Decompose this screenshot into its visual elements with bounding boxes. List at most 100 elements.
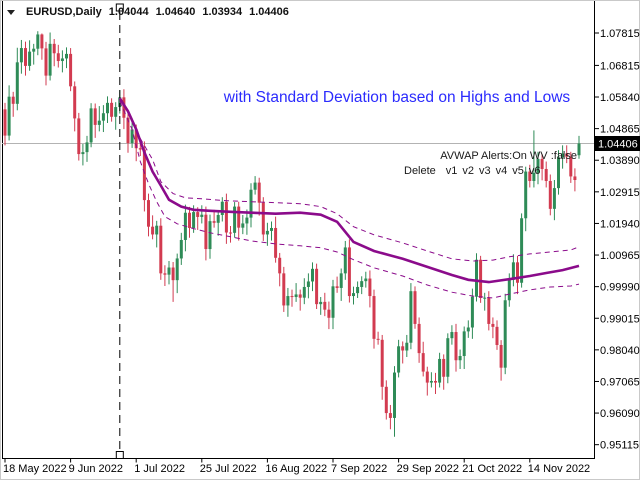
candle-bearish: [138, 148, 142, 150]
avwap-version-button[interactable]: v4: [495, 165, 508, 177]
price-tick-label: 0.99990: [600, 282, 640, 294]
close-value: 1.04406: [249, 6, 289, 18]
candle-bullish: [81, 152, 85, 155]
avwap-button-row: Delete v1 v2 v3 v4 v5 v6: [404, 165, 541, 177]
chart-dropdown-arrow-icon[interactable]: [7, 9, 15, 15]
candle-bullish: [450, 332, 454, 339]
candle-bullish: [507, 279, 511, 301]
current-price-box: [595, 136, 640, 152]
candle-bullish: [32, 48, 36, 52]
candle-bullish: [319, 301, 323, 305]
anchor-handle-top[interactable]: [115, 3, 124, 12]
candle-bearish: [372, 296, 376, 339]
candle-bullish: [220, 201, 224, 216]
candle-bullish: [462, 331, 466, 357]
candle-bearish: [278, 257, 282, 274]
date-tick-label: 21 Oct 2022: [462, 463, 522, 475]
price-tick-label: 0.96090: [600, 408, 640, 420]
candle-bullish: [294, 294, 298, 298]
candle-bearish: [315, 268, 319, 305]
candle-bearish: [298, 294, 302, 298]
candle-bearish: [237, 206, 241, 228]
candle-bullish: [511, 262, 515, 280]
candle-bearish: [479, 259, 483, 298]
candle-bullish: [216, 215, 220, 223]
candle-bearish: [282, 273, 286, 306]
avwap-version-button[interactable]: v5: [512, 165, 524, 177]
candle-bearish: [11, 96, 15, 104]
candle-bearish: [261, 202, 265, 235]
candle-bearish: [171, 267, 175, 281]
candle-bearish: [540, 158, 544, 169]
candle-bullish: [286, 296, 290, 306]
candle-bearish: [565, 153, 569, 157]
avwap-version-button[interactable]: v2: [462, 165, 475, 177]
candle-bullish: [155, 225, 159, 235]
candle-bullish: [200, 214, 204, 217]
current-price-label: 1.04406: [598, 139, 638, 151]
date-tick-label: 14 Nov 2022: [528, 463, 590, 475]
candle-bearish: [548, 180, 552, 209]
candle-bullish: [306, 281, 310, 287]
candle-bearish: [417, 323, 421, 354]
candle-bearish: [142, 149, 146, 201]
vwap-line: [118, 97, 580, 284]
date-tick-label: 29 Sep 2022: [397, 463, 459, 475]
candle-bullish: [253, 182, 257, 190]
candle-bullish: [60, 58, 64, 62]
candle-bearish: [388, 413, 392, 418]
candle-bearish: [376, 338, 380, 340]
candle-bullish: [409, 291, 413, 343]
candle-bullish: [429, 380, 433, 383]
candle-bullish: [265, 230, 269, 235]
candle-bearish: [110, 102, 114, 117]
candle-bullish: [311, 268, 314, 282]
high-value: 1.04640: [155, 6, 196, 18]
candle-bearish: [421, 353, 425, 372]
price-tick-label: 0.99015: [600, 313, 640, 325]
candle-bearish: [274, 227, 278, 258]
avwap-version-button[interactable]: v3: [479, 165, 491, 177]
candle-bearish: [569, 156, 573, 177]
symbol-period-label: EURUSD,Daily: [26, 6, 102, 18]
candle-bullish: [85, 142, 89, 153]
anchor-handle-bottom[interactable]: [115, 451, 124, 459]
ohlc-header: EURUSD,Daily 1.04044 1.04640 1.03934 1.0…: [7, 6, 289, 18]
candle-bullish: [270, 227, 273, 231]
candle-bullish: [352, 293, 355, 297]
date-tick-label: 25 Jul 2022: [200, 463, 257, 475]
avwap-version-button[interactable]: v1: [445, 165, 458, 177]
avwap-delete-button[interactable]: Delete: [404, 165, 436, 177]
candle-bullish: [577, 143, 581, 156]
avwap-alerts-status: AVWAP Alerts:On WV :false: [440, 150, 577, 162]
candle-bearish: [368, 278, 372, 297]
candle-bearish: [44, 48, 48, 76]
candle-bearish: [528, 171, 532, 181]
candle-bullish: [470, 296, 474, 328]
candle-bearish: [384, 386, 388, 414]
candle-bearish: [188, 212, 191, 228]
date-tick-label: 16 Aug 2022: [265, 463, 327, 475]
price-tick-label: 0.97065: [600, 376, 640, 388]
avwap-version-button[interactable]: v6: [528, 165, 541, 177]
candle-bullish: [7, 96, 11, 136]
price-tick-label: 1.01940: [600, 218, 640, 230]
candle-bearish: [327, 309, 331, 318]
candle-bullish: [97, 120, 101, 125]
candle-bullish: [331, 286, 335, 318]
candle-bullish: [561, 153, 565, 158]
candle-bearish: [425, 371, 429, 383]
candle-bullish: [343, 247, 347, 274]
candle-bullish: [241, 223, 245, 228]
price-tick-label: 1.00965: [600, 250, 640, 262]
candle-bearish: [495, 326, 499, 345]
candle-bullish: [179, 239, 183, 259]
candle-bearish: [442, 358, 446, 377]
candle-bearish: [401, 346, 405, 351]
open-value: 1.04044: [108, 6, 149, 18]
candle-bullish: [65, 53, 68, 59]
price-tick-label: 1.06815: [600, 60, 640, 72]
candle-bearish: [434, 380, 437, 383]
